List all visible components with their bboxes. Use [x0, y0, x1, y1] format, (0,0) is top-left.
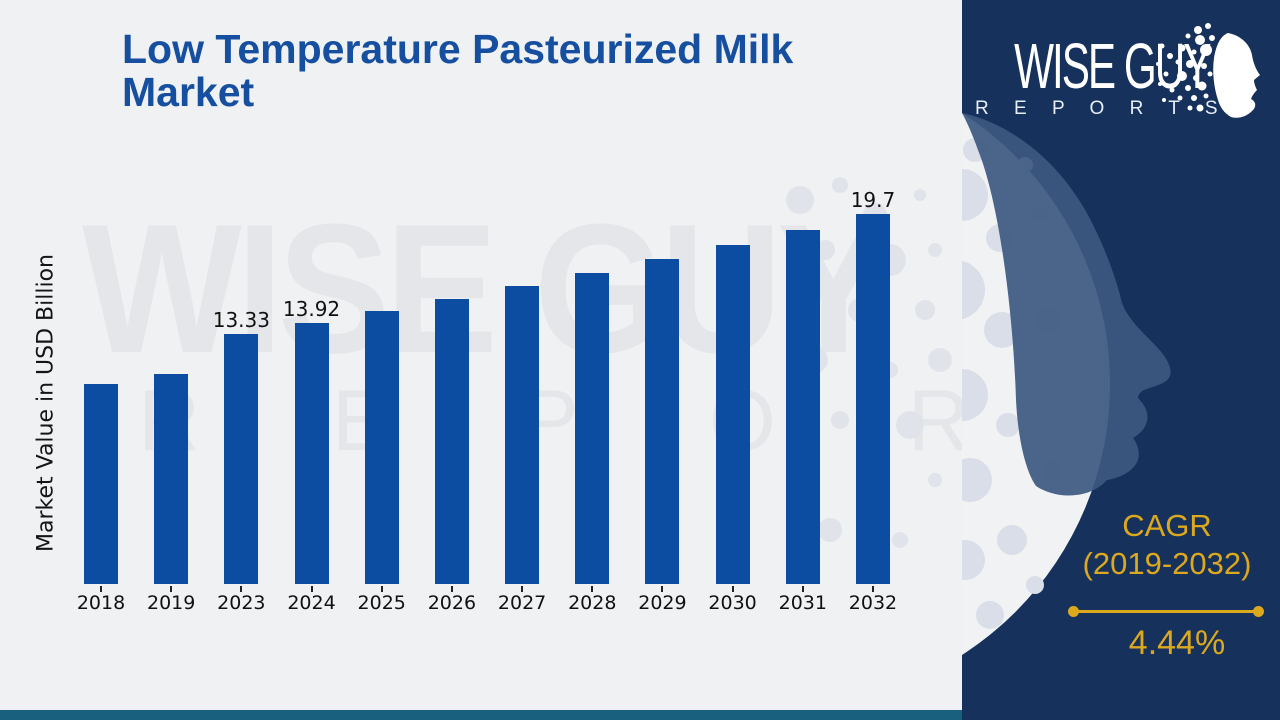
bar: [84, 384, 118, 584]
x-axis-tick: [871, 586, 874, 592]
cagr-label: CAGR: [1122, 508, 1212, 543]
bar: [785, 230, 820, 584]
bar-value-label: 13.33: [212, 308, 270, 332]
bar: [364, 311, 399, 584]
cagr-range: (2019-2032): [1082, 546, 1252, 581]
bar: [434, 299, 469, 584]
x-tick-label: 2032: [848, 592, 898, 614]
x-axis-tick: [731, 586, 734, 592]
line-end-dot-icon: [1068, 606, 1079, 617]
watermark-wiseguy-text: WISE GUY: [82, 185, 890, 391]
x-tick-label: 2031: [778, 592, 827, 614]
bar: [294, 323, 329, 584]
cagr-block: CAGR (2019-2032): [1032, 508, 1280, 584]
bar: [224, 334, 259, 584]
x-tick-label: 2019: [146, 592, 196, 614]
x-axis-tick: [801, 586, 804, 592]
x-tick-label: 2023: [217, 592, 266, 614]
logo-reports-text: R E P O R T S: [975, 98, 1228, 119]
logo-wiseguy-text: WISE GUY: [1014, 30, 1211, 102]
x-tick-label: 2029: [638, 592, 687, 614]
bar-chart: 2018 2019 2023 13.33 2024 13.92 2025 2026 2027 20…: [76, 188, 898, 614]
x-axis-tick: [661, 586, 664, 592]
x-tick-label: 2024: [287, 592, 336, 614]
bottom-accent-strip: [0, 710, 962, 720]
face-profile-silhouette-icon: [962, 113, 1171, 496]
x-tick-label: 2018: [76, 592, 126, 614]
x-axis-tick: [591, 586, 594, 592]
x-tick-label: 2027: [497, 592, 547, 614]
logo-face-profile-dots-icon: [1156, 23, 1260, 118]
x-axis-tick: [450, 586, 453, 592]
bar: [575, 273, 610, 584]
page-title: Low Temperature Pasteurized Milk Market: [122, 26, 794, 115]
bar-value-label: 19.7: [850, 188, 896, 212]
x-tick-label: 2028: [568, 592, 617, 614]
bar: [715, 245, 750, 584]
x-axis-tick: [240, 586, 243, 592]
bar: [855, 214, 890, 584]
cagr-value: 4.44%: [1128, 624, 1226, 662]
bar: [154, 374, 189, 584]
logo: WISE GUY R E P O R T S: [975, 30, 1228, 120]
x-axis-tick: [380, 586, 383, 592]
line-end-dot-icon: [1253, 606, 1264, 617]
cagr-underline-icon: [1068, 606, 1264, 617]
bar: [505, 286, 540, 584]
brand-panel-graphic: [962, 0, 1280, 720]
x-tick-label: 2025: [357, 592, 406, 614]
x-axis-tick: [521, 586, 524, 592]
bar-value-label: 13.92: [282, 297, 341, 321]
x-axis-tick: [310, 586, 313, 592]
bar: [645, 259, 680, 584]
x-axis-tick: [100, 586, 102, 592]
x-tick-label: 2026: [427, 592, 477, 614]
x-axis-tick: [170, 586, 173, 592]
x-tick-label: 2030: [708, 592, 757, 614]
